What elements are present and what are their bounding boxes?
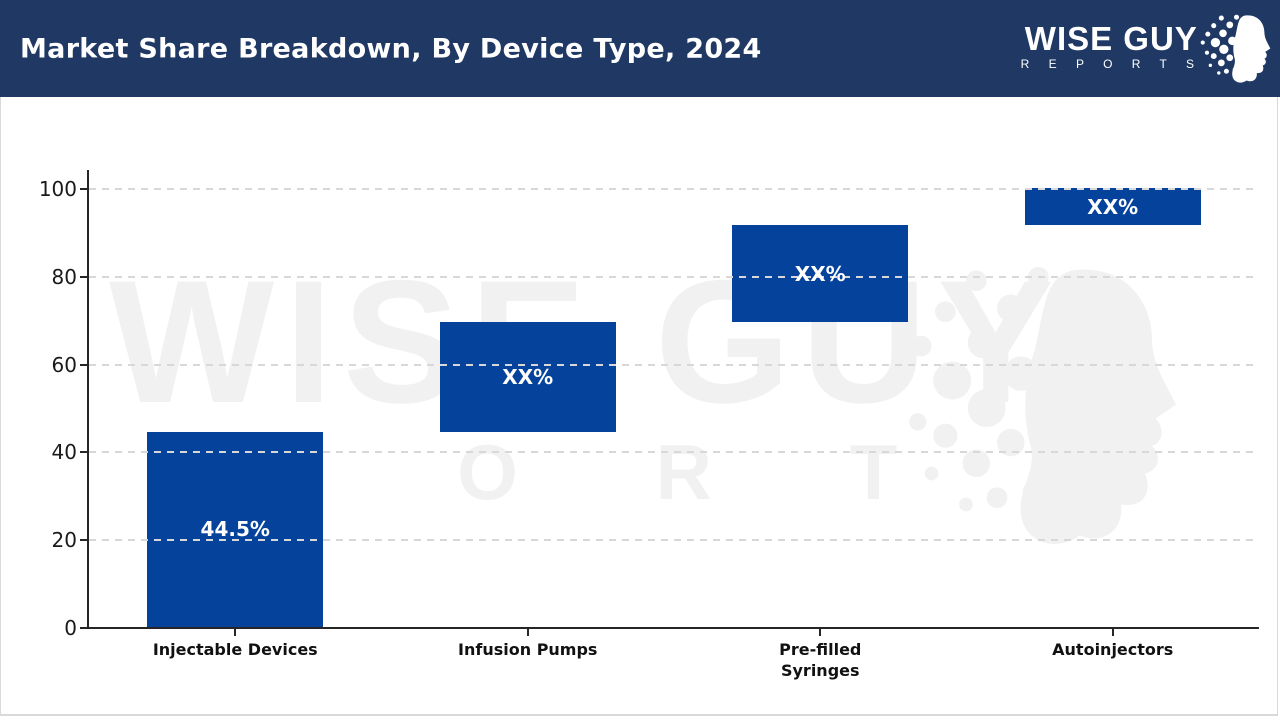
y-tick (80, 539, 88, 542)
y-tick-label: 80 (51, 264, 77, 289)
bar-value-label: XX% (1087, 194, 1139, 219)
bar-segment (439, 321, 616, 432)
gridline (89, 363, 1259, 366)
logo-text: WISE GUY R E P O R T S (1021, 22, 1202, 71)
gridline (89, 539, 1259, 542)
bar-value-label: 44.5% (200, 517, 270, 542)
y-axis (87, 170, 89, 629)
x-tick (234, 629, 237, 636)
y-tick (80, 451, 88, 454)
y-tick-label: 0 (64, 616, 77, 640)
bar-segment (147, 431, 324, 627)
bar-value-label: XX% (794, 261, 846, 286)
x-tick (526, 629, 529, 636)
x-tick-label: Pre-filled Syringes (779, 640, 862, 680)
gridline (89, 188, 1259, 190)
logo-wordmark: WISE GUY (1024, 20, 1198, 57)
x-tick (1111, 629, 1114, 636)
x-axis (87, 627, 1259, 629)
logo-subtitle: R E P O R T S (1020, 57, 1202, 71)
x-tick-label: Injectable Devices (152, 640, 318, 659)
x-tick (819, 629, 822, 636)
header-bar: Market Share Breakdown, By Device Type, … (0, 0, 1280, 97)
y-tick-label: 60 (51, 352, 77, 377)
bar-segment (1024, 188, 1201, 226)
gridline (89, 451, 1259, 454)
y-tick (80, 627, 88, 629)
y-tick (80, 275, 88, 278)
y-tick (80, 363, 88, 366)
y-tick-label: 40 (51, 440, 77, 465)
logo-face-dots-icon (1200, 14, 1271, 83)
watermark-face-dots-icon (891, 266, 1177, 544)
y-tick-label: 100 (38, 177, 77, 201)
gridline (89, 275, 1259, 278)
y-tick-label: 20 (51, 528, 77, 553)
x-tick-label: Infusion Pumps (458, 640, 598, 659)
y-tick (80, 188, 88, 190)
page-title: Market Share Breakdown, By Device Type, … (20, 33, 762, 64)
chart-area: WISE GUY P O R T S 0 20 40 60 80 100 44.5% XX% X… (0, 97, 1278, 716)
x-tick-label: Autoinjectors (1052, 640, 1174, 659)
wise-guy-logo: WISE GUY R E P O R T S (1021, 6, 1274, 92)
bar-segment (732, 225, 909, 322)
bar-value-label: XX% (502, 364, 554, 389)
